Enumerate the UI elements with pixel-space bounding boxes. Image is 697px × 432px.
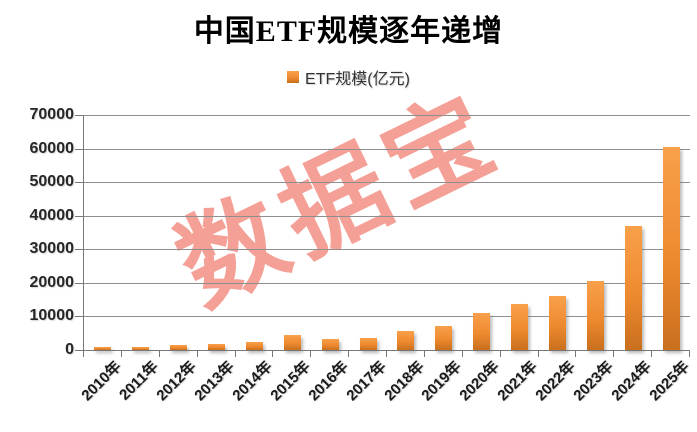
x-axis-label: 2014年 [229, 358, 276, 405]
x-axis-label: 2019年 [418, 358, 465, 405]
bar [473, 313, 491, 350]
legend: ETF规模(亿元) [0, 67, 697, 88]
x-axis-tick [689, 351, 690, 357]
x-axis-tick [348, 351, 350, 357]
gridline [84, 282, 690, 284]
x-axis-tick [461, 351, 463, 357]
y-axis-tick [75, 282, 83, 284]
gridline [84, 148, 690, 150]
x-axis-label: 2024年 [608, 358, 655, 405]
x-axis-label: 2017年 [342, 358, 390, 405]
x-axis-tick [120, 351, 122, 357]
x-axis-tick [575, 351, 577, 357]
x-axis-tick [234, 351, 236, 357]
y-axis-tick [75, 215, 83, 217]
x-axis-label: 2023年 [570, 358, 617, 405]
y-axis-label: 20000 [29, 273, 75, 291]
y-axis-tick [75, 182, 83, 184]
bar [359, 338, 377, 350]
x-axis-tick [423, 351, 425, 357]
bar [208, 344, 226, 350]
y-axis-label: 60000 [29, 139, 75, 157]
x-axis-label: 2010年 [77, 358, 125, 405]
bar [132, 347, 150, 350]
bar [624, 225, 642, 350]
y-axis-tick [75, 249, 83, 251]
x-axis-tick [537, 351, 539, 357]
gridline [84, 316, 690, 318]
x-axis-tick [310, 351, 312, 357]
bar [662, 147, 680, 350]
bar [283, 334, 301, 350]
plot-area [83, 115, 690, 351]
y-axis-tick [75, 115, 83, 116]
y-axis-tick [75, 316, 83, 318]
x-axis-label: 2013年 [191, 358, 238, 405]
y-axis-label: 30000 [29, 240, 75, 258]
x-axis-label: 2018年 [380, 358, 428, 405]
y-axis-label: 50000 [29, 173, 75, 191]
legend-series-label: ETF规模(亿元) [305, 71, 410, 88]
bar [435, 325, 453, 350]
bar [548, 295, 566, 350]
gridline [84, 115, 690, 116]
y-axis-label: 10000 [29, 307, 75, 325]
y-axis-label: 70000 [29, 106, 75, 123]
x-axis-label: 2015年 [267, 358, 314, 405]
legend-marker-icon [287, 71, 300, 83]
bar [245, 342, 263, 350]
x-axis-tick [83, 351, 84, 357]
x-axis-tick [651, 351, 653, 357]
x-axis-label: 2025年 [645, 358, 693, 405]
x-axis-label: 2020年 [456, 358, 503, 405]
chart-title: 中国ETF规模逐年递增 [193, 15, 504, 48]
x-axis-tick [613, 351, 615, 357]
y-axis-tick [75, 350, 83, 351]
bar [170, 345, 188, 350]
x-axis-tick [158, 351, 160, 357]
x-axis-label: 2022年 [532, 358, 579, 405]
y-axis-tick [75, 148, 83, 150]
x-axis-tick [499, 351, 501, 357]
gridline [84, 215, 690, 217]
x-axis-tick [386, 351, 387, 357]
y-axis-label: 0 [65, 341, 74, 358]
x-axis-label: 2016年 [305, 358, 352, 405]
bar [321, 338, 339, 350]
x-axis-tick [272, 351, 274, 357]
x-axis-label: 2011年 [116, 358, 162, 404]
bar [586, 281, 604, 350]
bar [94, 347, 112, 350]
gridline [84, 182, 690, 184]
gridline [84, 249, 690, 251]
y-axis-label: 40000 [29, 206, 75, 224]
bar [397, 330, 415, 350]
x-axis-tick [196, 351, 198, 357]
bar [511, 303, 529, 350]
x-axis-label: 2021年 [494, 358, 541, 405]
